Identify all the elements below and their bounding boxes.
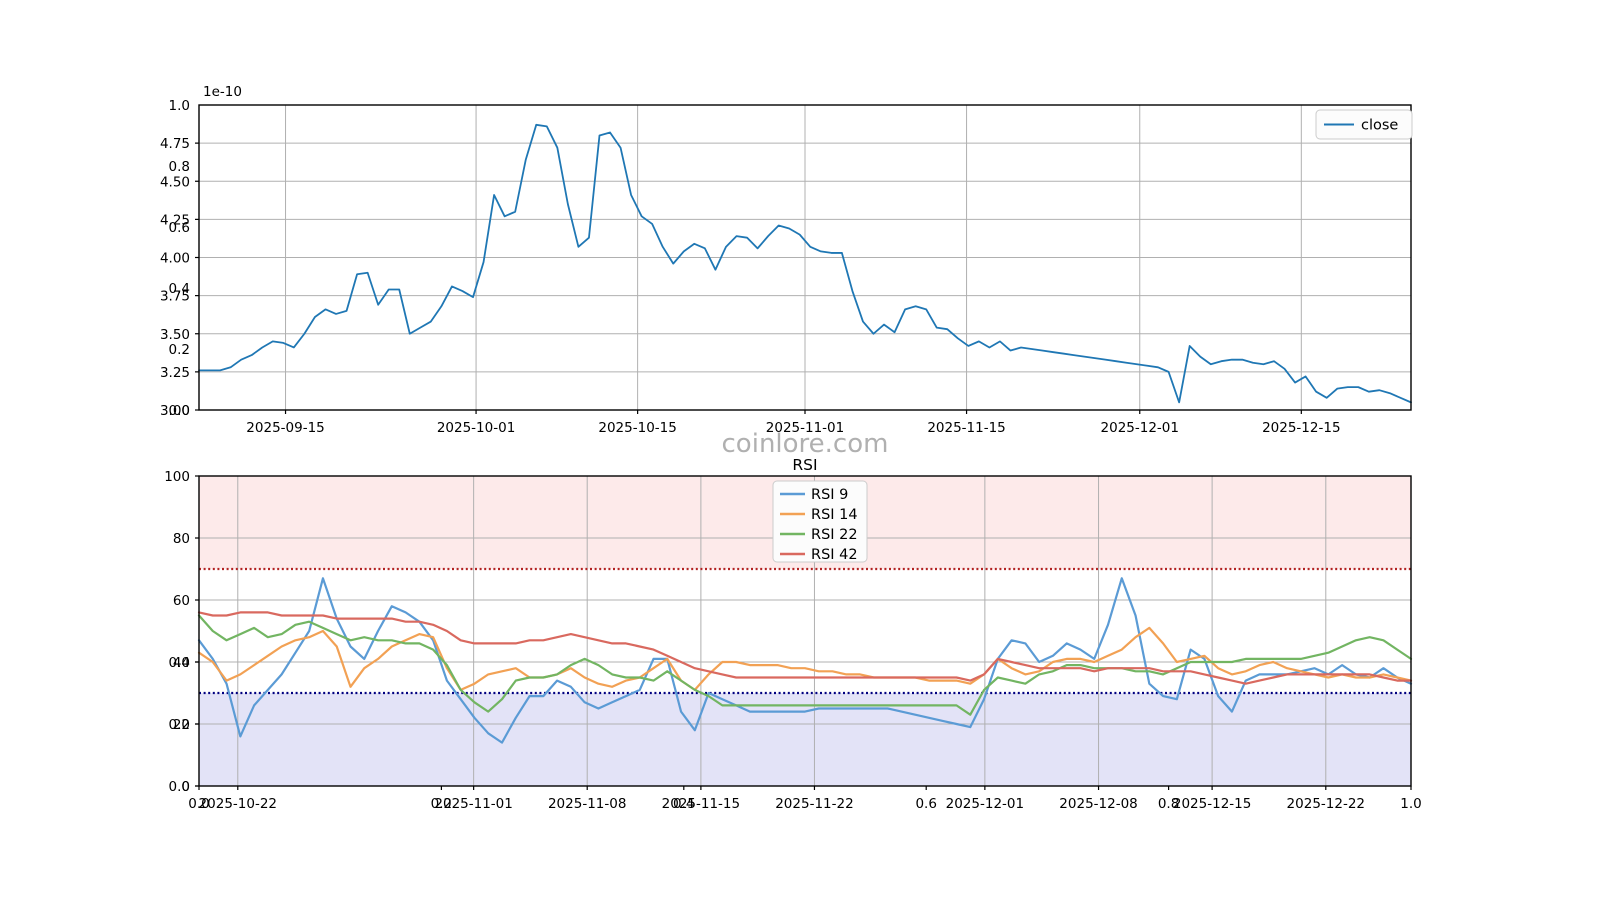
rsi-y-tick-label: 100 <box>164 469 190 485</box>
rsi-line-rsi-22 <box>197 614 1413 716</box>
price-legend-box <box>1315 109 1413 140</box>
rsi-legend-label-rsi-14: RSI 14 <box>811 507 858 523</box>
price-secondary-y-tick-label: 0.2 <box>169 342 190 358</box>
rsi-line-rsi-42 <box>197 611 1413 685</box>
price-y-tick-label: 4.75 <box>160 136 190 152</box>
rsi-x-tick-label: 2025-10-22 <box>199 796 277 812</box>
price-close-line <box>198 123 1412 404</box>
rsi-y-tick-label: 40 <box>173 655 190 671</box>
rsi-panel: 0 20 40 60 80 100 0.0 0.2 0.4 2025-10-22 2025-11-0… <box>164 469 1422 812</box>
price-secondary-y-tick-label: 0.4 <box>169 281 190 297</box>
price-y-tick-label: 3.00 <box>160 403 190 419</box>
price-y-axis: 3.00 3.25 3.50 3.75 4.00 4.25 4.50 4.75 <box>160 136 199 419</box>
price-y-offset-label: 1e-10 <box>203 84 242 100</box>
rsi-secondary-y-tick-label: 0.4 <box>169 655 190 671</box>
price-x-tick-label: 2025-12-15 <box>1262 420 1340 436</box>
price-y-tick-label: 3.75 <box>160 289 190 305</box>
rsi-secondary-x-tick-label: 1.0 <box>1400 796 1421 812</box>
price-secondary-y-tick-label: 0.6 <box>169 220 190 236</box>
rsi-x-tick-label: 2025-12-08 <box>1059 796 1137 812</box>
rsi-x-tick-label: 2025-11-22 <box>775 796 853 812</box>
price-secondary-y-tick-label: 0.8 <box>169 159 190 175</box>
rsi-oversold-band <box>199 693 1411 786</box>
rsi-secondary-x-tick-label: 0.4 <box>673 796 694 812</box>
price-y-tick-label: 4.00 <box>160 251 190 267</box>
rsi-x-tick-label: 2025-12-15 <box>1173 796 1251 812</box>
price-secondary-y-tick-label: 1.0 <box>169 98 190 114</box>
price-x-tick-label: 2025-11-01 <box>766 420 844 436</box>
price-x-tick-label: 2025-10-15 <box>598 420 676 436</box>
price-secondary-y-axis: 0.0 0.2 0.4 0.6 0.8 1.0 <box>169 98 190 419</box>
price-y-tick-label: 4.50 <box>160 174 190 190</box>
price-y-tick-label: 3.25 <box>160 365 190 381</box>
rsi-legend-box <box>772 480 868 563</box>
rsi-legend-label-rsi-9: RSI 9 <box>811 487 848 503</box>
rsi-line-rsi-9 <box>197 577 1413 744</box>
rsi-secondary-y-axis: 0.0 0.2 0.4 <box>169 655 199 795</box>
price-x-tick-label: 2025-11-15 <box>927 420 1005 436</box>
rsi-y-tick-label: 0 <box>181 779 190 795</box>
rsi-secondary-x-tick-label: 0.8 <box>1158 796 1179 812</box>
rsi-x-axis: 2025-10-22 2025-11-01 2025-11-08 2025-11-15… <box>199 786 1365 812</box>
price-y-tick-label: 4.25 <box>160 212 190 228</box>
rsi-x-tick-label: 2025-11-01 <box>434 796 512 812</box>
rsi-legend[interactable]: RSI 9 RSI 14 RSI 22 RSI 42 <box>772 480 868 563</box>
rsi-x-tick-label: 2025-11-15 <box>662 796 740 812</box>
rsi-y-tick-label: 60 <box>173 593 190 609</box>
rsi-y-tick-label: 20 <box>173 717 190 733</box>
price-y-tick-label: 3.50 <box>160 327 190 343</box>
rsi-secondary-x-tick-label: 0.0 <box>188 796 209 812</box>
rsi-x-tick-label: 2025-12-22 <box>1287 796 1365 812</box>
price-legend-label-close: close <box>1361 118 1398 134</box>
price-x-tick-label: 2025-10-01 <box>437 420 515 436</box>
rsi-panel-title: RSI <box>792 456 817 474</box>
watermark-coinlore: coinlore.com <box>722 429 889 459</box>
price-legend[interactable]: close <box>1315 109 1413 140</box>
price-gridlines <box>199 105 1411 411</box>
rsi-y-tick-label: 80 <box>173 531 190 547</box>
rsi-secondary-y-tick-label: 0.2 <box>169 717 190 733</box>
rsi-secondary-y-tick-label: 0.0 <box>169 779 190 795</box>
rsi-legend-label-rsi-42: RSI 42 <box>811 547 858 563</box>
rsi-legend-label-rsi-22: RSI 22 <box>811 527 858 543</box>
rsi-secondary-x-tick-label: 0.2 <box>431 796 452 812</box>
rsi-x-tick-label: 2025-11-08 <box>548 796 626 812</box>
rsi-axes-frame <box>198 475 1412 787</box>
rsi-x-tick-label: 2025-12-01 <box>946 796 1024 812</box>
price-x-axis: 2025-09-15 2025-10-01 2025-10-15 2025-11-01… <box>246 410 1341 436</box>
price-panel: 3.00 3.25 3.50 3.75 4.00 4.25 4.50 4.75 1e-10 0.0… <box>160 84 1413 436</box>
rsi-secondary-x-tick-label: 0.6 <box>915 796 936 812</box>
rsi-secondary-x-axis: 0.0 0.2 0.4 0.6 0.8 1.0 <box>188 786 1422 812</box>
rsi-y-axis: 0 20 40 60 80 100 <box>164 469 199 795</box>
price-x-tick-label: 2025-12-01 <box>1101 420 1179 436</box>
price-secondary-y-tick-label: 0.0 <box>169 403 190 419</box>
price-x-tick-label: 2025-09-15 <box>246 420 324 436</box>
